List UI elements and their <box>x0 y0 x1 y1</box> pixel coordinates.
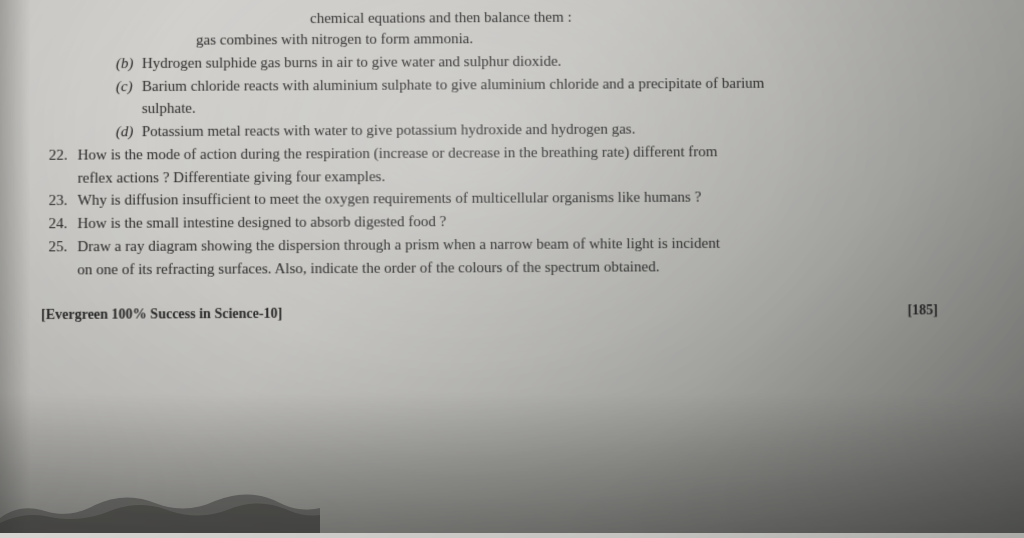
q25-continuation: on one of its refracting surfaces. Also,… <box>39 255 947 282</box>
sub-a-fragment-label <box>116 31 142 53</box>
sub-d-text: Potassium metal reacts with water to giv… <box>142 118 946 144</box>
sub-c-label: (c) <box>116 76 142 98</box>
sub-c-text: Barium chloride reacts with aluminium su… <box>142 72 945 98</box>
q23-label: 23. <box>39 191 77 213</box>
q24-label: 24. <box>39 214 77 236</box>
q22-label: 22. <box>39 145 77 167</box>
q24-text: How is the small intestine designed to a… <box>77 209 947 235</box>
q23-text: Why is diffusion insufficient to meet th… <box>77 186 946 212</box>
question-header-fragment: chemical equations and then balance them… <box>40 8 944 30</box>
torn-page-edge <box>0 463 320 533</box>
q25-text: Draw a ray diagram showing the dispersio… <box>77 232 947 258</box>
sub-a-fragment-text: gas combines with nitrogen to form ammon… <box>142 27 945 53</box>
q22-text: How is the mode of action during the res… <box>78 141 946 167</box>
sub-d-label: (d) <box>116 122 142 144</box>
sub-b-text: Hydrogen sulphide gas burns in air to gi… <box>142 49 945 75</box>
sub-b-label: (b) <box>116 54 142 76</box>
footer-book-title: [Evergreen 100% Success in Science-10] <box>39 307 282 324</box>
bottom-shadow <box>0 393 1024 533</box>
footer-page-number: [185] <box>907 303 948 319</box>
q25-label: 25. <box>39 237 77 259</box>
